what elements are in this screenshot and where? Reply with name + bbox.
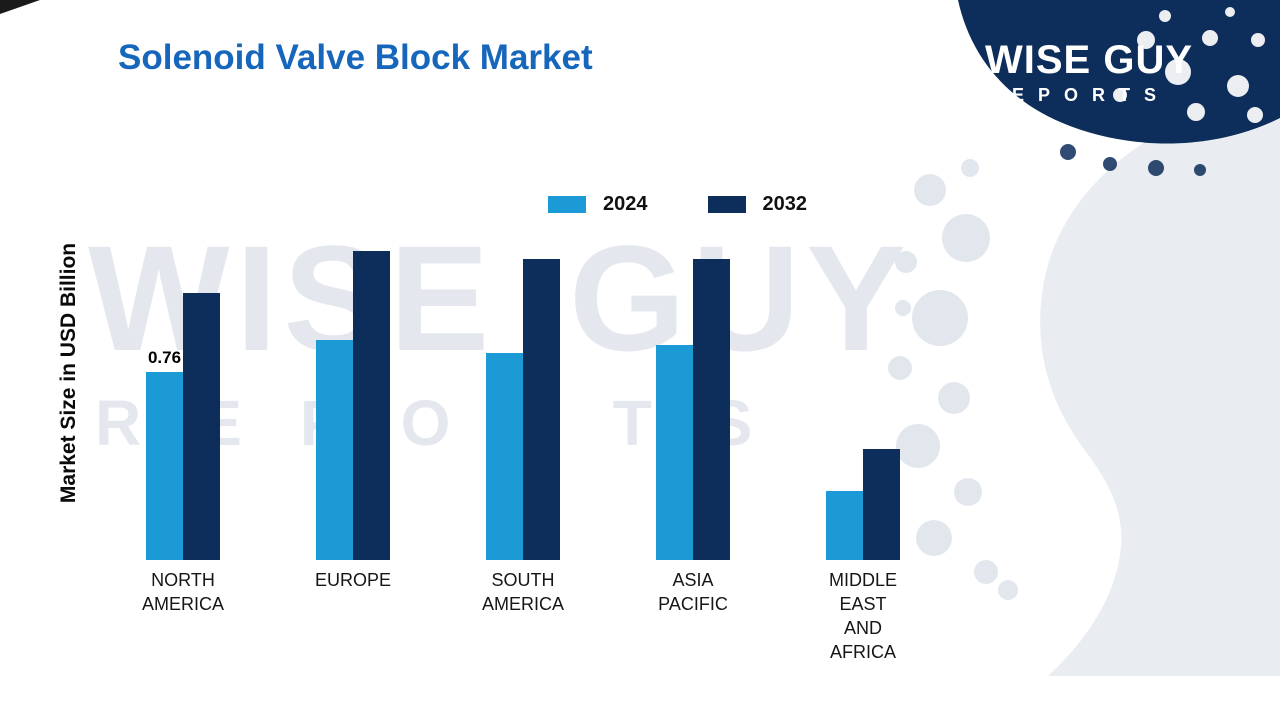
bar-south-america-2032 xyxy=(523,259,560,560)
y-axis-label: Market Size in USD Billion xyxy=(57,242,80,504)
bar-group-south-america: SOUTH AMERICA xyxy=(448,248,598,665)
bar-asia-pacific-2024 xyxy=(656,345,693,560)
bar-asia-pacific-2032 xyxy=(693,259,730,560)
legend-item-2024: 2024 xyxy=(548,193,648,216)
bar-pair-south-america xyxy=(486,248,560,560)
bar-north-america-2024: 0.76 xyxy=(146,348,183,560)
bar-group-north-america: 0.76 NORTH AMERICA xyxy=(108,248,258,665)
category-label-south-america: SOUTH AMERICA xyxy=(481,570,564,614)
bar-group-europe: EUROPE xyxy=(278,248,428,665)
legend-label-2032: 2032 xyxy=(762,193,808,215)
category-label-middle-east-and-africa: MIDDLE EAST AND AFRICA xyxy=(828,570,897,662)
bar-middle-east-and-africa-2024 xyxy=(826,491,863,560)
legend-label-2024: 2024 xyxy=(603,193,648,215)
bar-chart: 0.76 NORTH AMERICA EUROPE SOUTH AMERICA ASIA PA… xyxy=(108,248,938,665)
bar-europe-2024 xyxy=(316,340,353,560)
gray-dot-cluster xyxy=(888,159,1018,600)
category-label-north-america: NORTH AMERICA xyxy=(141,570,224,614)
corner-sliver xyxy=(0,0,40,14)
bar-south-america-2024 xyxy=(486,353,523,560)
bar-north-america-2032 xyxy=(183,293,220,560)
bar-value-label-north-america-2024: 0.76 xyxy=(147,348,182,367)
bar-pair-middle-east-and-africa xyxy=(826,248,900,560)
page-title: Solenoid Valve Block Market xyxy=(118,38,593,77)
bar-group-asia-pacific: ASIA PACIFIC xyxy=(618,248,768,665)
legend-swatch-2024 xyxy=(548,196,586,213)
brand-reports-label: REPORTS xyxy=(985,85,1171,105)
bar-pair-asia-pacific xyxy=(656,248,730,560)
category-label-europe: EUROPE xyxy=(314,570,392,590)
legend-item-2032: 2032 xyxy=(707,193,808,216)
bar-pair-north-america: 0.76 xyxy=(146,248,220,560)
bar-middle-east-and-africa-2032 xyxy=(863,449,900,560)
chart-legend: 2024 2032 xyxy=(548,193,807,216)
brand-logo: WISE GUY REPORTS xyxy=(985,40,1193,104)
navy-dot-trail xyxy=(1060,144,1206,176)
logo-dot-pattern xyxy=(1113,7,1265,123)
legend-swatch-2032 xyxy=(707,196,746,213)
brand-name: WISE GUY xyxy=(985,38,1194,82)
category-label-asia-pacific: ASIA PACIFIC xyxy=(658,570,728,614)
bar-group-middle-east-and-africa: MIDDLE EAST AND AFRICA xyxy=(788,248,938,665)
face-silhouette xyxy=(1040,92,1280,676)
bar-europe-2032 xyxy=(353,251,390,560)
bar-pair-europe xyxy=(316,248,390,560)
